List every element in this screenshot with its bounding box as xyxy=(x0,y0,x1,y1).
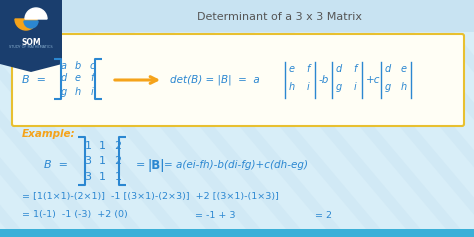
Text: -b: -b xyxy=(319,75,329,85)
Text: 1: 1 xyxy=(99,141,106,151)
Text: h: h xyxy=(401,82,407,92)
Text: = [1(1×1)-(2×1)]  -1 [(3×1)-(2×3)]  +2 [(3×1)-(1×3)]: = [1(1×1)-(2×1)] -1 [(3×1)-(2×3)] +2 [(3… xyxy=(22,192,279,201)
Text: a: a xyxy=(61,61,67,71)
Text: d: d xyxy=(385,64,391,74)
Text: Determinant of a 3 x 3 Matrix: Determinant of a 3 x 3 Matrix xyxy=(198,12,363,22)
Text: f: f xyxy=(91,73,94,83)
Text: g: g xyxy=(336,82,342,92)
Text: d: d xyxy=(61,73,67,83)
Text: b: b xyxy=(75,61,81,71)
Text: B  =: B = xyxy=(22,75,46,85)
Text: e: e xyxy=(289,64,295,74)
Text: 1: 1 xyxy=(115,172,121,182)
Text: =: = xyxy=(136,160,146,170)
Text: f: f xyxy=(353,64,357,74)
Text: 3: 3 xyxy=(84,156,91,166)
Text: i: i xyxy=(307,82,310,92)
Text: STUDY OF MATHEMATICS: STUDY OF MATHEMATICS xyxy=(9,45,53,49)
Text: = a(ei-fh)-b(di-fg)+c(dh-eg): = a(ei-fh)-b(di-fg)+c(dh-eg) xyxy=(164,160,308,170)
FancyBboxPatch shape xyxy=(0,0,62,52)
Text: g: g xyxy=(61,87,67,97)
FancyBboxPatch shape xyxy=(12,34,464,126)
Text: g: g xyxy=(385,82,391,92)
Text: h: h xyxy=(75,87,81,97)
Wedge shape xyxy=(25,8,47,19)
Text: det(B) = |B|  =  a: det(B) = |B| = a xyxy=(170,75,260,85)
Text: = -1 + 3: = -1 + 3 xyxy=(195,210,236,219)
FancyBboxPatch shape xyxy=(0,0,474,32)
Text: 1: 1 xyxy=(99,172,106,182)
Text: f: f xyxy=(306,64,310,74)
Text: Example:: Example: xyxy=(22,129,76,139)
Text: |B|: |B| xyxy=(148,159,165,172)
Text: h: h xyxy=(289,82,295,92)
Text: i: i xyxy=(354,82,356,92)
Text: 2: 2 xyxy=(114,141,121,151)
FancyBboxPatch shape xyxy=(0,229,474,237)
Text: 1: 1 xyxy=(99,156,106,166)
Text: e: e xyxy=(401,64,407,74)
Wedge shape xyxy=(24,21,38,28)
Text: = 2: = 2 xyxy=(315,210,332,219)
Text: 3: 3 xyxy=(84,172,91,182)
Text: = 1(-1)  -1 (-3)  +2 (0): = 1(-1) -1 (-3) +2 (0) xyxy=(22,210,128,219)
Text: e: e xyxy=(75,73,81,83)
Text: i: i xyxy=(91,87,93,97)
Text: SOM: SOM xyxy=(21,37,41,46)
Text: B  =: B = xyxy=(44,160,68,170)
Text: 2: 2 xyxy=(114,156,121,166)
Wedge shape xyxy=(15,19,37,30)
Text: c: c xyxy=(89,61,95,71)
Polygon shape xyxy=(0,52,62,72)
Text: d: d xyxy=(336,64,342,74)
Text: +c: +c xyxy=(366,75,381,85)
Text: 1: 1 xyxy=(84,141,91,151)
